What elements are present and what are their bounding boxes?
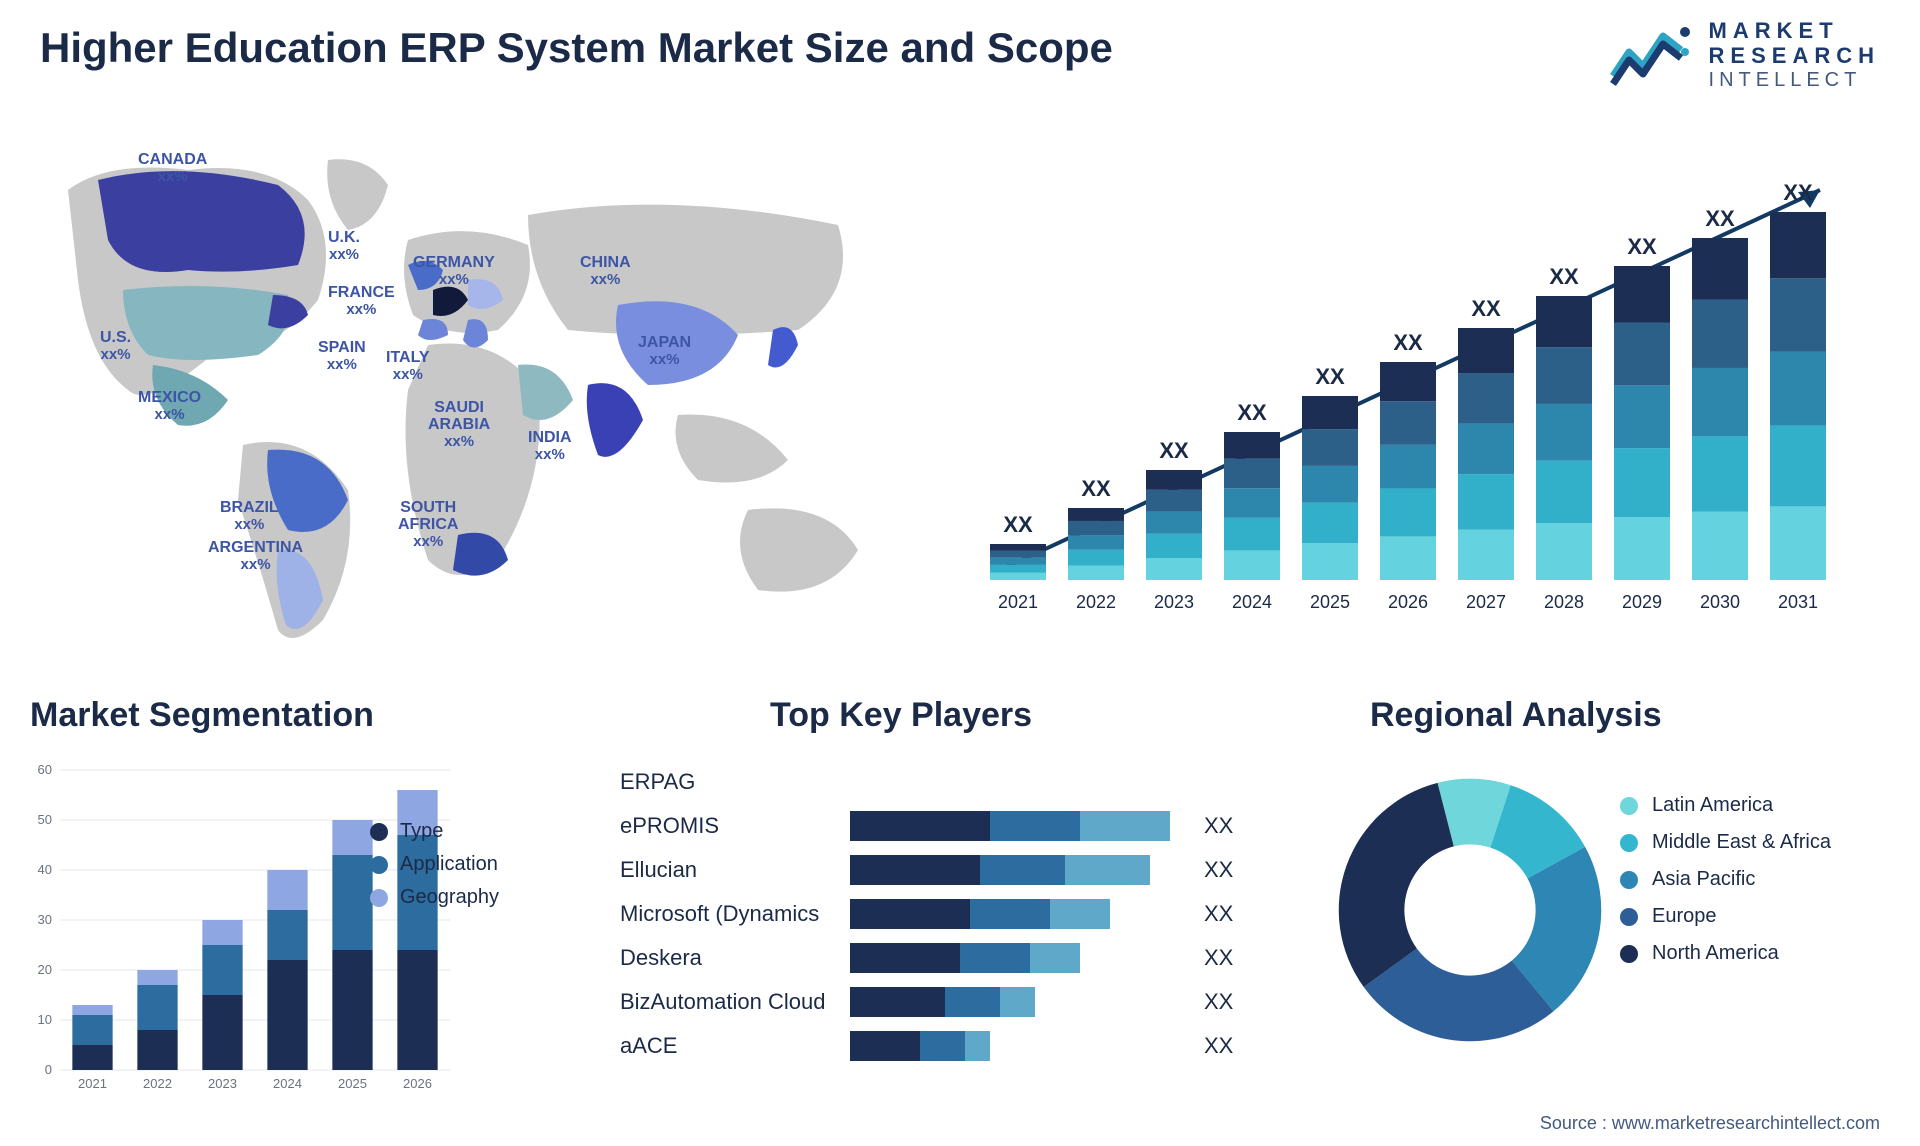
regional-title: Regional Analysis — [1370, 696, 1662, 735]
player-name: BizAutomation Cloud — [620, 989, 850, 1015]
player-value: XX — [1204, 857, 1233, 883]
map-label: GERMANYxx% — [413, 255, 495, 288]
player-value: XX — [1204, 989, 1233, 1015]
forecast-bar-chart: XX 2021 XX 2022 XX 2023 XX 2024 XX 2025 XX 2026 XX 20… — [960, 150, 1850, 640]
legend-item: Latin America — [1620, 794, 1831, 817]
legend-item: Type — [370, 820, 499, 843]
player-row: Microsoft (Dynamics XX — [620, 892, 1260, 936]
legend-item: Asia Pacific — [1620, 868, 1831, 891]
map-label: CHINAxx% — [580, 255, 631, 288]
svg-text:XX: XX — [1627, 234, 1657, 259]
svg-text:2025: 2025 — [1310, 592, 1350, 612]
svg-text:2031: 2031 — [1778, 592, 1818, 612]
logo-line1: MARKET — [1709, 18, 1880, 43]
page-title: Higher Education ERP System Market Size … — [40, 24, 1113, 72]
legend-item: Middle East & Africa — [1620, 831, 1831, 854]
segmentation-title: Market Segmentation — [30, 696, 374, 735]
brand-logo: MARKET RESEARCH INTELLECT — [1609, 18, 1880, 92]
svg-text:2026: 2026 — [403, 1076, 432, 1091]
player-name: ePROMIS — [620, 813, 850, 839]
svg-text:XX: XX — [1003, 512, 1033, 537]
svg-text:30: 30 — [38, 912, 52, 927]
map-label: ITALYxx% — [386, 350, 430, 383]
svg-text:2028: 2028 — [1544, 592, 1584, 612]
svg-text:2022: 2022 — [143, 1076, 172, 1091]
segmentation-chart: 0 10 20 30 40 50 60 2021 2022 2023 2024 2025 2026 — [20, 750, 470, 1110]
map-label: JAPANxx% — [638, 335, 691, 368]
player-name: Deskera — [620, 945, 850, 971]
legend-item: Geography — [370, 886, 499, 909]
regional-legend: Latin America Middle East & Africa Asia Pa… — [1620, 780, 1831, 979]
svg-text:2023: 2023 — [1154, 592, 1194, 612]
map-label: SOUTHAFRICAxx% — [398, 500, 458, 549]
svg-text:XX: XX — [1783, 180, 1813, 205]
source-text: Source : www.marketresearchintellect.com — [1540, 1113, 1880, 1134]
logo-line3: INTELLECT — [1709, 69, 1880, 92]
player-name: Ellucian — [620, 857, 850, 883]
svg-text:XX: XX — [1705, 206, 1735, 231]
player-row: ePROMIS XX — [620, 804, 1260, 848]
map-label: MEXICOxx% — [138, 390, 201, 423]
svg-text:2021: 2021 — [78, 1076, 107, 1091]
svg-text:2027: 2027 — [1466, 592, 1506, 612]
svg-text:XX: XX — [1549, 264, 1579, 289]
svg-text:10: 10 — [38, 1012, 52, 1027]
players-chart: ERPAGePROMISXXEllucianXXMicrosoft (Dynam… — [620, 760, 1260, 1120]
segmentation-legend: Type Application Geography — [370, 810, 499, 919]
svg-text:2021: 2021 — [998, 592, 1038, 612]
player-row: BizAutomation Cloud XX — [620, 980, 1260, 1024]
svg-text:2022: 2022 — [1076, 592, 1116, 612]
player-name: aACE — [620, 1033, 850, 1059]
svg-text:XX: XX — [1237, 400, 1267, 425]
svg-text:XX: XX — [1393, 330, 1423, 355]
map-label: U.S.xx% — [100, 330, 131, 363]
player-row: Deskera XX — [620, 936, 1260, 980]
legend-item: Application — [370, 853, 499, 876]
players-title: Top Key Players — [770, 696, 1032, 735]
svg-text:0: 0 — [45, 1062, 52, 1077]
map-label: BRAZILxx% — [220, 500, 279, 533]
svg-text:2023: 2023 — [208, 1076, 237, 1091]
player-name: Microsoft (Dynamics — [620, 901, 850, 927]
player-value: XX — [1204, 901, 1233, 927]
legend-item: Europe — [1620, 905, 1831, 928]
legend-item: North America — [1620, 942, 1831, 965]
player-value: XX — [1204, 1033, 1233, 1059]
map-label: CANADAxx% — [138, 152, 207, 185]
map-label: FRANCExx% — [328, 285, 395, 318]
svg-text:XX: XX — [1159, 438, 1189, 463]
svg-text:XX: XX — [1471, 296, 1501, 321]
player-value: XX — [1204, 813, 1233, 839]
svg-text:40: 40 — [38, 862, 52, 877]
map-label: U.K.xx% — [328, 230, 360, 263]
svg-text:2029: 2029 — [1622, 592, 1662, 612]
player-name: ERPAG — [620, 769, 850, 795]
player-row: aACE XX — [620, 1024, 1260, 1068]
svg-text:60: 60 — [38, 762, 52, 777]
svg-text:20: 20 — [38, 962, 52, 977]
map-label: SAUDIARABIAxx% — [428, 400, 490, 449]
map-label: SPAINxx% — [318, 340, 366, 373]
player-row: ERPAG — [620, 760, 1260, 804]
svg-text:50: 50 — [38, 812, 52, 827]
map-label: INDIAxx% — [528, 430, 572, 463]
svg-text:2025: 2025 — [338, 1076, 367, 1091]
logo-line2: RESEARCH — [1709, 43, 1880, 68]
svg-text:2030: 2030 — [1700, 592, 1740, 612]
svg-text:2024: 2024 — [1232, 592, 1272, 612]
world-map: CANADAxx% U.S.xx%MEXICOxx% BRAZILxx% ARGENT… — [28, 130, 908, 670]
player-value: XX — [1204, 945, 1233, 971]
svg-text:2026: 2026 — [1388, 592, 1428, 612]
player-row: Ellucian XX — [620, 848, 1260, 892]
svg-text:2024: 2024 — [273, 1076, 302, 1091]
svg-text:XX: XX — [1081, 476, 1111, 501]
svg-text:XX: XX — [1315, 364, 1345, 389]
map-label: ARGENTINAxx% — [208, 540, 303, 573]
logo-icon — [1609, 22, 1693, 88]
